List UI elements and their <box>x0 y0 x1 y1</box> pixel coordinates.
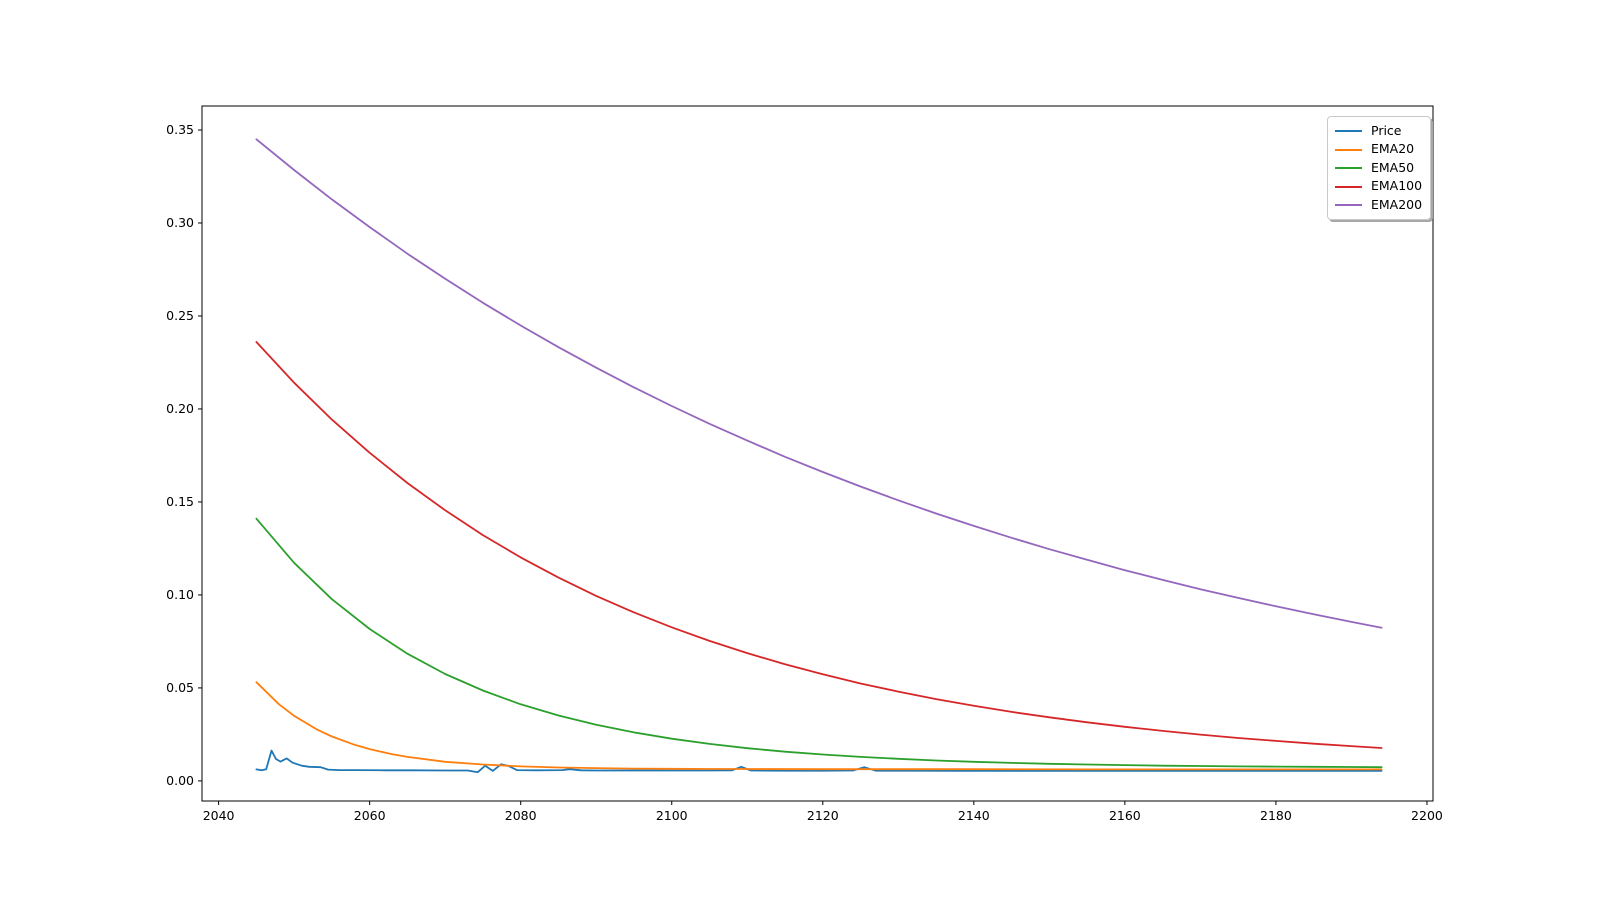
legend-item-ema200: EMA200 <box>1335 196 1424 214</box>
y-tick-label-0.10: 0.10 <box>166 587 194 602</box>
legend-line-sample-ema100 <box>1335 185 1362 188</box>
legend-label-ema100: EMA100 <box>1371 178 1423 194</box>
x-tick-label-2040: 2040 <box>203 808 235 823</box>
y-tick-label-0.15: 0.15 <box>166 494 194 509</box>
legend: Price EMA20 EMA50 EMA100 EMA200 <box>1327 116 1431 220</box>
x-tick-label-2160: 2160 <box>1109 808 1141 823</box>
x-tick-label-2120: 2120 <box>807 808 839 823</box>
legend-label-price: Price <box>1371 122 1402 138</box>
legend-label-ema200: EMA200 <box>1371 196 1423 212</box>
y-tick-label-0.35: 0.35 <box>166 122 194 137</box>
series-line-ema50 <box>255 517 1383 769</box>
series-line-ema100 <box>255 341 1383 749</box>
x-tick-label-2100: 2100 <box>656 808 688 823</box>
legend-item-ema50: EMA50 <box>1335 159 1424 177</box>
y-tick-label-0.20: 0.20 <box>166 401 194 416</box>
series-line-ema20 <box>255 681 1383 771</box>
legend-item-price: Price <box>1335 122 1424 140</box>
legend-line-sample-ema20 <box>1335 148 1362 151</box>
legend-label-ema50: EMA50 <box>1371 159 1415 175</box>
x-tick-label-2060: 2060 <box>354 808 386 823</box>
y-tick-label-0.25: 0.25 <box>166 308 194 323</box>
x-tick-label-2080: 2080 <box>505 808 537 823</box>
x-tick-label-2200: 2200 <box>1411 808 1443 823</box>
legend-item-ema100: EMA100 <box>1335 178 1424 196</box>
y-tick-label-0.30: 0.30 <box>166 215 194 230</box>
y-tick-label-0.05: 0.05 <box>166 680 194 695</box>
x-tick-label-2140: 2140 <box>958 808 990 823</box>
plot-frame <box>201 105 1434 802</box>
y-tick-label-0.00: 0.00 <box>166 773 194 788</box>
legend-line-sample-price <box>1335 130 1362 132</box>
legend-label-ema20: EMA20 <box>1371 141 1415 157</box>
legend-line-sample-ema200 <box>1335 204 1362 206</box>
x-tick-label-2180: 2180 <box>1260 808 1292 823</box>
legend-item-ema20: EMA20 <box>1335 141 1424 159</box>
legend-line-sample-ema50 <box>1335 167 1362 169</box>
series-line-price <box>255 749 1383 774</box>
series-line-ema200 <box>255 138 1383 629</box>
